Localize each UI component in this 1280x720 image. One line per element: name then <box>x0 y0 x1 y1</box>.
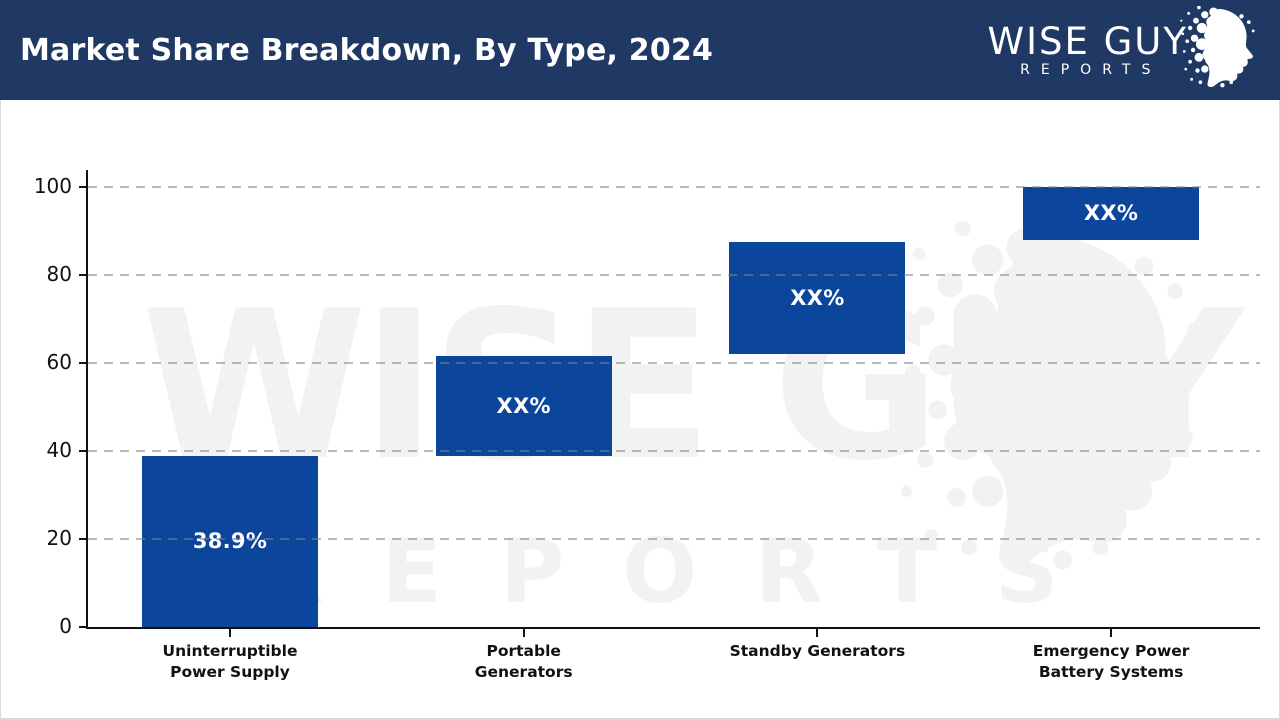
gridline-40 <box>88 450 1260 452</box>
bar-segment-2: XX% <box>729 242 906 355</box>
y-tick-mark-60 <box>79 362 88 364</box>
bar-value-label: XX% <box>790 286 845 311</box>
x-tick-mark-3 <box>1110 629 1113 637</box>
y-tick-label-60: 60 <box>46 350 72 374</box>
gridline-100 <box>88 186 1260 188</box>
y-tick-mark-20 <box>79 538 88 540</box>
gridline-80 <box>88 274 1260 276</box>
dotted-head-logo-icon <box>1170 5 1266 94</box>
bar-segment-3: XX% <box>1023 187 1200 240</box>
y-tick-label-80: 80 <box>46 262 72 286</box>
y-tick-mark-0 <box>79 626 88 628</box>
y-tick-label-20: 20 <box>46 526 72 550</box>
header-bar: Market Share Breakdown, By Type, 2024 WI… <box>0 0 1280 100</box>
bar-value-label: 38.9% <box>192 529 268 554</box>
page-title: Market Share Breakdown, By Type, 2024 <box>20 32 714 68</box>
watermark-subtext: REPORTS <box>256 520 1117 623</box>
y-tick-mark-40 <box>79 450 88 452</box>
logo-wordmark: WISE GUY <box>987 20 1188 63</box>
category-label-3: Emergency Power Battery Systems <box>1032 642 1190 681</box>
y-axis-line <box>86 170 88 629</box>
bar-value-label: XX% <box>1083 201 1139 226</box>
category-label-2: Standby Generators <box>729 642 906 660</box>
y-tick-mark-100 <box>79 186 88 188</box>
y-tick-label-0: 0 <box>59 614 72 638</box>
category-label-0: Uninterruptible Power Supply <box>162 642 298 681</box>
gridline-60 <box>88 362 1260 364</box>
bar-segment-1: XX% <box>435 356 612 456</box>
logo-text: WISE GUY REPORTS <box>988 23 1188 77</box>
category-label-1: Portable Generators <box>474 642 573 681</box>
watermark-dotted-head-icon <box>869 220 1219 600</box>
x-tick-mark-1 <box>522 629 525 637</box>
bar-segment-0: 38.9% <box>142 455 318 627</box>
y-tick-label-40: 40 <box>46 438 72 462</box>
y-tick-mark-80 <box>79 274 88 276</box>
logo-subtext: REPORTS <box>1020 62 1162 78</box>
x-tick-mark-0 <box>229 629 231 637</box>
x-axis-line <box>86 627 1260 629</box>
x-tick-mark-2 <box>816 629 819 637</box>
bar-value-label: XX% <box>496 394 551 419</box>
wise-guy-reports-logo: WISE GUY REPORTS <box>988 5 1280 94</box>
gridline-20 <box>88 538 1260 540</box>
y-tick-label-100: 100 <box>33 174 72 198</box>
